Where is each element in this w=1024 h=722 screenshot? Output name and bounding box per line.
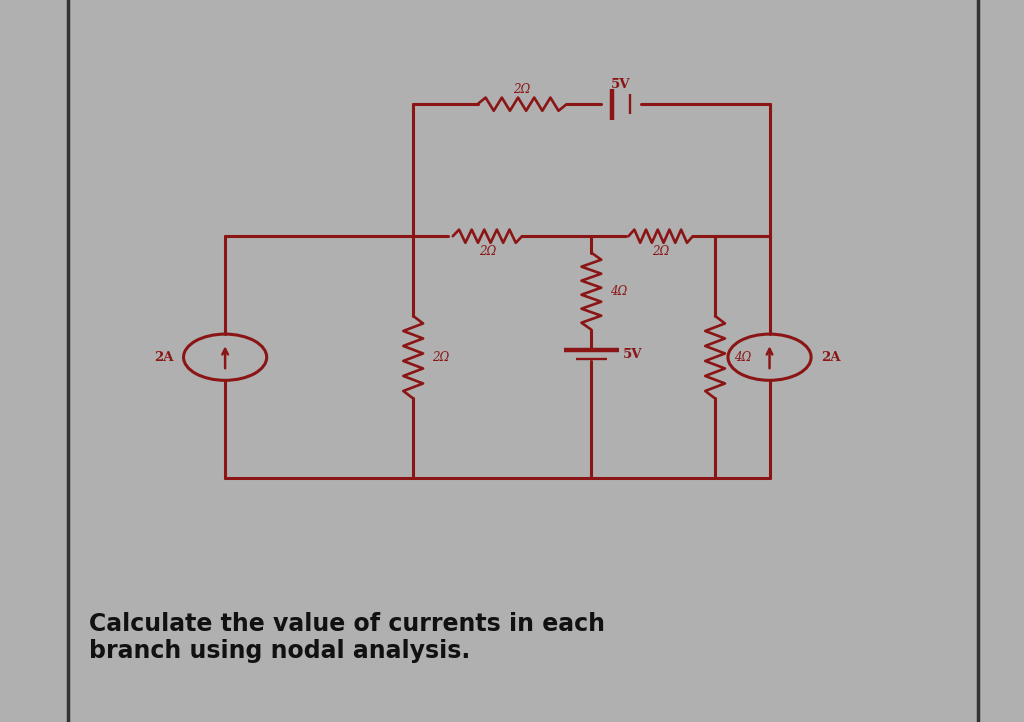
Text: Calculate the value of currents in each
branch using nodal analysis.: Calculate the value of currents in each … <box>89 612 605 664</box>
Text: 5V: 5V <box>611 79 631 92</box>
Text: 2Ω: 2Ω <box>479 245 496 258</box>
Text: 2Ω: 2Ω <box>652 245 670 258</box>
Text: 2Ω: 2Ω <box>513 83 530 96</box>
Text: 4Ω: 4Ω <box>734 351 752 364</box>
Text: 4Ω: 4Ω <box>610 284 628 297</box>
Text: 2Ω: 2Ω <box>432 351 450 364</box>
Text: 2A: 2A <box>154 351 173 364</box>
Text: 5V: 5V <box>624 348 643 361</box>
Text: 2A: 2A <box>821 351 841 364</box>
